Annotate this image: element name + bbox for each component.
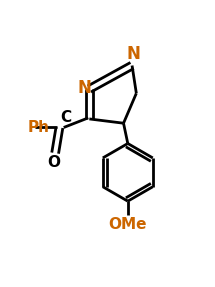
Text: Ph: Ph bbox=[27, 120, 49, 135]
Text: N: N bbox=[126, 45, 140, 63]
Text: OMe: OMe bbox=[109, 217, 147, 232]
Text: C: C bbox=[60, 110, 72, 125]
Text: N: N bbox=[77, 79, 91, 97]
Text: O: O bbox=[48, 155, 61, 170]
